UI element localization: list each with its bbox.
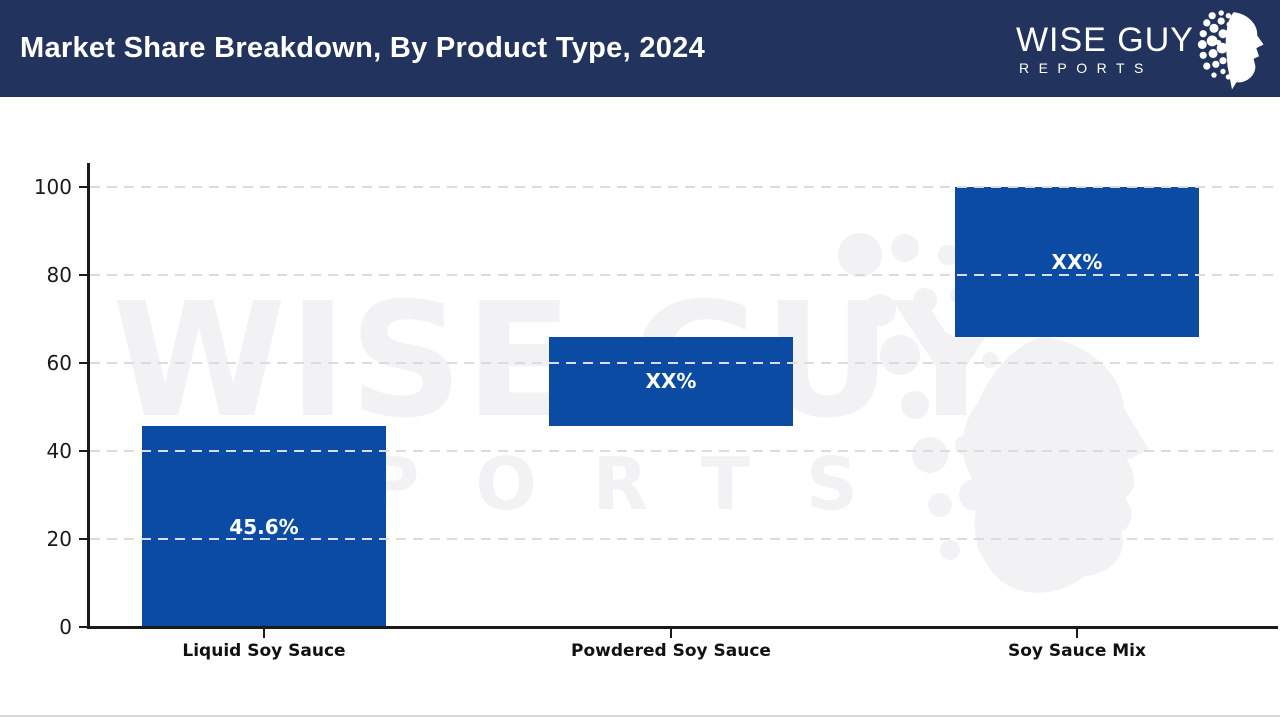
x-tick-label: Powdered Soy Sauce	[571, 641, 771, 661]
x-tick-mark	[670, 629, 672, 638]
x-tick-mark	[263, 629, 265, 638]
y-tick-label: 40	[46, 439, 72, 463]
gridline	[90, 450, 1278, 452]
bar-value-label: 45.6%	[229, 514, 299, 539]
y-tick-mark	[79, 274, 88, 276]
gridline	[90, 186, 1278, 188]
y-axis-line	[87, 163, 90, 629]
logo-wordmark: WISE GUY	[1015, 20, 1194, 59]
bar-segment: 45.6%	[142, 426, 386, 627]
gridline	[90, 362, 1278, 364]
y-tick-label: 80	[46, 263, 72, 287]
y-tick-mark	[79, 362, 88, 364]
bar-segment: XX%	[955, 187, 1199, 337]
bar-value-label: XX%	[645, 369, 697, 394]
gridline	[90, 538, 1278, 540]
y-tick-mark	[79, 626, 88, 628]
y-tick-label: 60	[46, 351, 72, 375]
logo-head-icon	[1197, 9, 1264, 90]
bar-value-label: XX%	[1051, 249, 1103, 274]
page-title: Market Share Breakdown, By Product Type,…	[20, 32, 706, 64]
x-tick-label: Soy Sauce Mix	[1008, 641, 1146, 661]
y-tick-mark	[79, 450, 88, 452]
wiseguy-logo: WISE GUY REPORTS	[1016, 0, 1268, 97]
footer-divider	[0, 715, 1280, 717]
x-tick-mark	[1076, 629, 1078, 638]
x-tick-label: Liquid Soy Sauce	[182, 641, 346, 661]
header-bar: Market Share Breakdown, By Product Type,…	[0, 0, 1280, 97]
y-tick-mark	[79, 186, 88, 188]
y-tick-mark	[79, 538, 88, 540]
y-tick-label: 20	[46, 527, 72, 551]
x-axis-line	[87, 626, 1278, 629]
y-tick-label: 0	[59, 615, 72, 639]
bar-segment: XX%	[549, 336, 793, 427]
logo-text: WISE GUY REPORTS	[1016, 23, 1194, 75]
y-tick-label: 100	[33, 175, 72, 199]
gridline	[90, 274, 1278, 276]
logo-subtext: REPORTS	[1018, 59, 1153, 76]
